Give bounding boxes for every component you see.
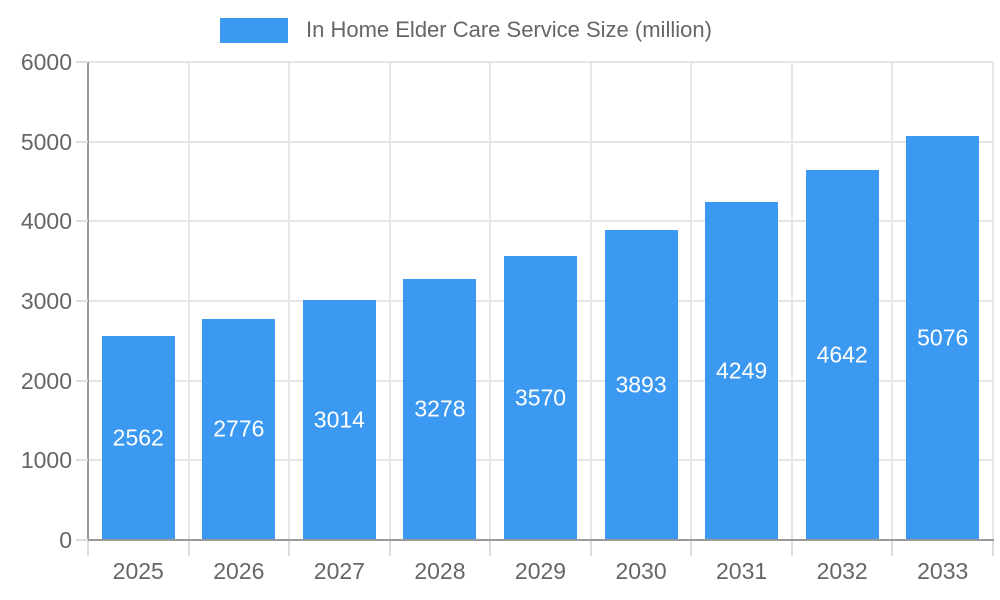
x-axis-tick: [891, 541, 894, 556]
gridline-horizontal: [88, 220, 993, 223]
gridline-vertical: [489, 62, 492, 540]
x-axis-tick: [388, 541, 391, 556]
legend-label: In Home Elder Care Service Size (million…: [306, 17, 712, 42]
bar-2033[interactable]: 5076: [906, 135, 980, 540]
bar-value-label: 4249: [716, 357, 768, 384]
x-axis-label: 2029: [514, 558, 567, 584]
y-axis-label: 0: [59, 527, 72, 553]
gridline-horizontal: [88, 61, 993, 63]
bar-2025[interactable]: 2562: [101, 335, 175, 540]
y-axis-tick: [76, 539, 88, 541]
y-axis-label: 2000: [20, 367, 72, 394]
y-axis-label: 4000: [20, 208, 72, 235]
bar-2027[interactable]: 3014: [302, 299, 376, 540]
x-axis-label: 2026: [213, 558, 265, 584]
x-axis-tick: [87, 541, 89, 556]
y-axis-label: 6000: [20, 49, 72, 75]
bar-value-label: 2776: [213, 415, 265, 442]
gridline-vertical: [589, 62, 592, 540]
gridline-horizontal: [88, 140, 993, 143]
x-axis-tick: [589, 541, 592, 556]
y-axis-tick: [76, 140, 88, 143]
x-axis-tick: [288, 541, 291, 556]
y-axis-tick: [76, 459, 88, 462]
bar-value-label: 3893: [615, 371, 667, 398]
gridline-vertical: [288, 62, 291, 540]
bar-value-label: 4642: [816, 341, 868, 368]
bar-value-label: 3278: [414, 395, 466, 422]
x-axis-tick: [690, 541, 693, 556]
gridline-vertical: [790, 62, 793, 540]
x-axis-tick: [790, 541, 793, 556]
gridline-vertical: [891, 62, 894, 540]
bar-value-label: 2562: [112, 424, 164, 451]
bar-value-label: 5076: [917, 324, 969, 351]
x-axis-label: 2025: [112, 558, 164, 584]
x-axis-tick: [489, 541, 492, 556]
bar-value-label: 3014: [313, 406, 365, 433]
x-axis-tick: [187, 541, 190, 556]
x-axis-line: [87, 539, 994, 541]
y-axis-label: 5000: [20, 128, 72, 155]
y-axis-tick: [76, 379, 88, 382]
legend-item[interactable]: In Home Elder Care Service Size (million…: [220, 17, 712, 43]
x-axis-tick: [992, 541, 994, 556]
x-axis-label: 2032: [816, 558, 868, 584]
gridline-vertical: [992, 62, 994, 540]
legend-swatch: [220, 17, 288, 43]
bar-2026[interactable]: 2776: [202, 318, 276, 540]
bar-2030[interactable]: 3893: [604, 229, 678, 540]
y-axis-label: 1000: [20, 447, 72, 474]
x-axis-label: 2033: [917, 558, 969, 584]
y-axis-label: 3000: [20, 288, 72, 314]
gridline-vertical: [187, 62, 190, 540]
gridline-vertical: [690, 62, 693, 540]
bar-2031[interactable]: 4249: [705, 201, 779, 540]
x-axis-label: 2030: [615, 558, 667, 584]
bar-value-label: 3570: [514, 384, 567, 411]
x-axis-label: 2031: [716, 558, 768, 584]
y-axis-tick: [76, 220, 88, 223]
y-axis-line: [87, 62, 89, 540]
y-axis-tick: [76, 300, 88, 302]
x-axis-label: 2028: [414, 558, 466, 584]
bar-2028[interactable]: 3278: [403, 278, 477, 540]
x-axis-label: 2027: [313, 558, 365, 584]
y-axis-tick: [76, 61, 88, 63]
plot-area: 2562 2776 3014 3278 3570 3893 4249 4642 5076: [88, 61, 994, 540]
bar-2032[interactable]: 4642: [805, 170, 879, 540]
bar-2029[interactable]: 3570: [504, 255, 577, 540]
gridline-vertical: [388, 62, 391, 540]
